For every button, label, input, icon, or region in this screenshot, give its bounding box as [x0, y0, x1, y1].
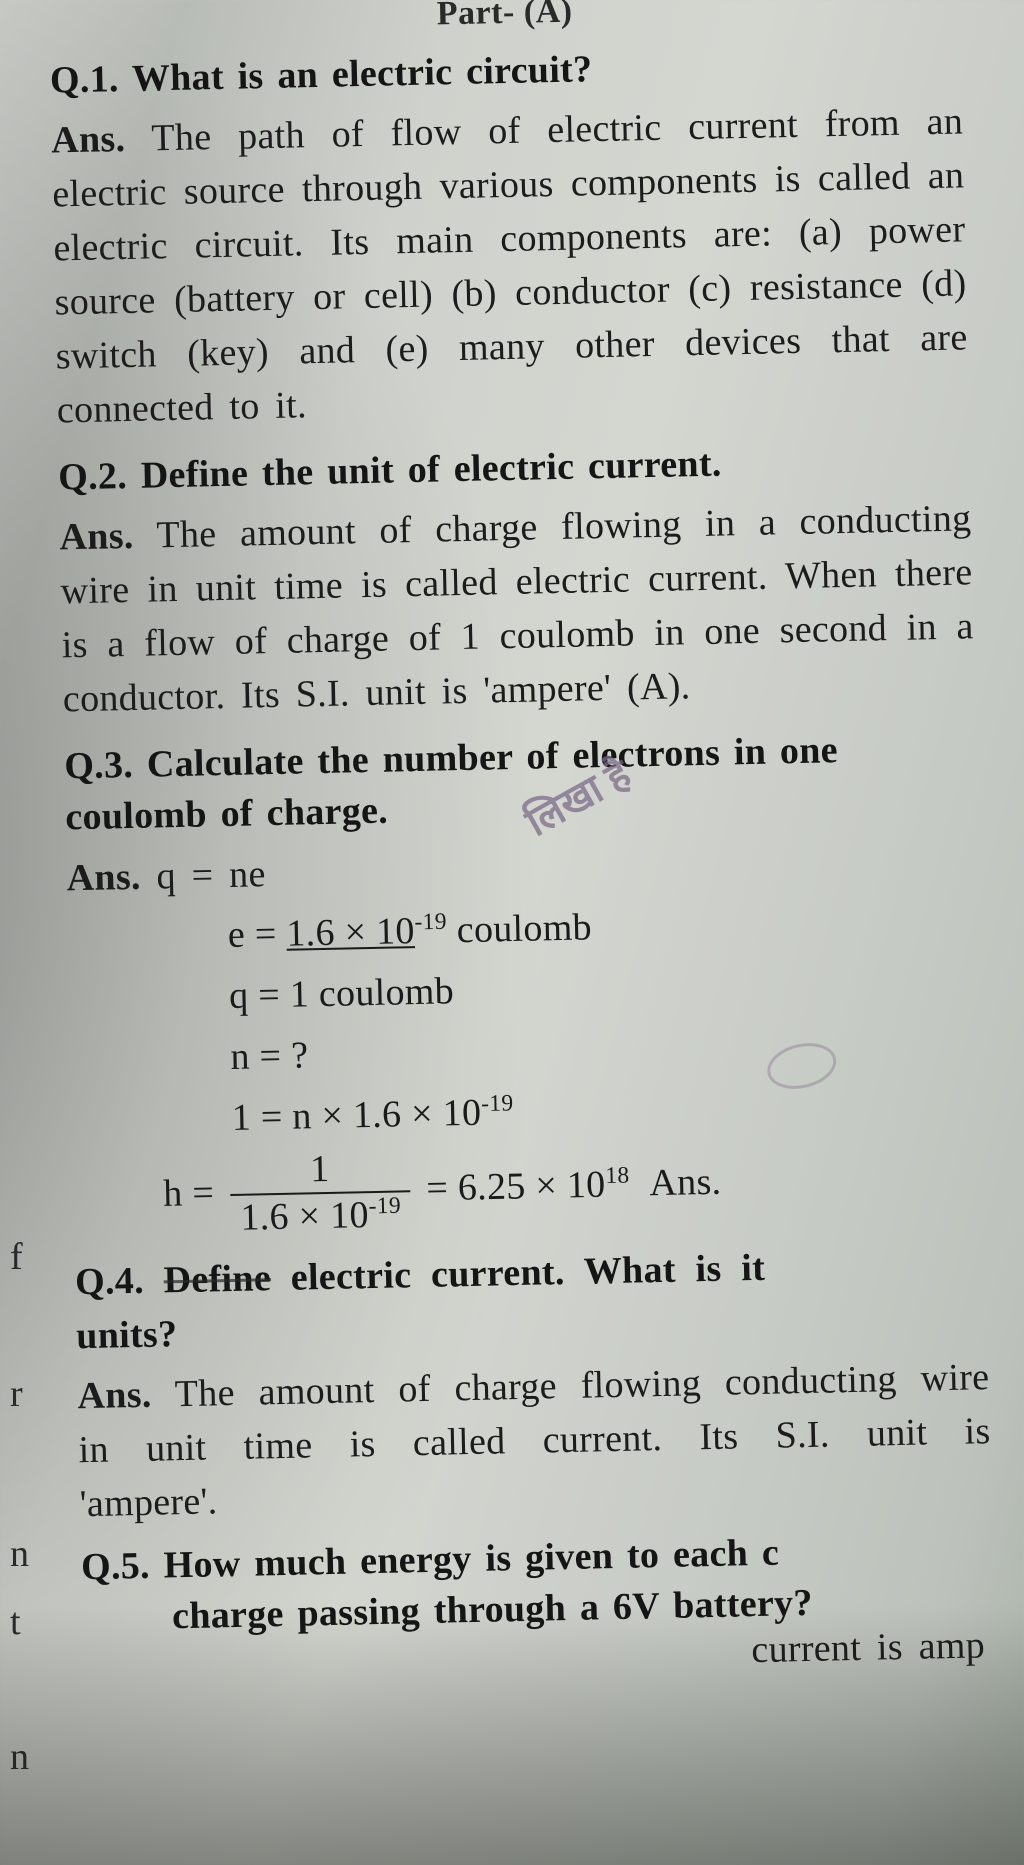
- q3-eq6-fraction: 1 1.6 × 10-19: [229, 1147, 411, 1240]
- q3-eq2: e = 1.6 × 10-19 coulomb: [227, 891, 980, 964]
- q3-eq5-pre: 1 = n × 1.6 × 10: [231, 1091, 481, 1138]
- q4-post: electric current. What is it: [271, 1247, 766, 1299]
- textbook-page: Part- (A) Q.1. What is an electric circu…: [0, 0, 1024, 1865]
- q4-ans-body: The amount of charge flowing conducting …: [78, 1356, 991, 1525]
- q3-eq6-ans: Ans.: [649, 1154, 722, 1212]
- q3-eq5: 1 = n × 1.6 × 10-19: [231, 1074, 984, 1147]
- q3-question: Q.3. Calculate the number of electrons i…: [64, 722, 978, 844]
- q3-eq6-eq: = 6.25 × 10: [426, 1163, 606, 1209]
- q3-eq2-pre: e =: [227, 912, 286, 955]
- margin-letter: n: [10, 1735, 29, 1779]
- q3-eq6-lhs: h =: [163, 1171, 225, 1214]
- q4-define: Define: [163, 1257, 271, 1301]
- q3-eq6: h = 1 1.6 × 10-19 = 6.25 × 1018 Ans.: [162, 1135, 986, 1242]
- q1-answer: Ans. The path of flow of electric curren…: [51, 96, 970, 439]
- q3-eq2-unit: coulomb: [447, 906, 593, 951]
- q4-answer: Ans. The amount of charge flowing conduc…: [77, 1351, 992, 1532]
- margin-letter: r: [10, 1372, 23, 1416]
- margin-letter: f: [10, 1235, 23, 1279]
- q3-eq2-exp: -19: [414, 908, 447, 935]
- q3-eq2-val: 1.6 × 10: [286, 910, 415, 955]
- q3-eq1: q = ne: [156, 853, 266, 897]
- q3-eq3: q = 1 coulomb: [229, 952, 982, 1025]
- q2-answer: Ans. The amount of charge flowing in a c…: [59, 493, 975, 728]
- q3-eq6-den: 1.6 × 10-19: [230, 1193, 412, 1241]
- margin-letter: t: [10, 1600, 21, 1644]
- q3-eq6-num: 1: [229, 1147, 411, 1197]
- q1-ans-label: Ans.: [51, 118, 126, 162]
- q3-equations: e = 1.6 × 10-19 coulomb q = 1 coulomb n …: [67, 891, 986, 1244]
- q3-eq6-res-exp: 18: [605, 1162, 630, 1189]
- q3-eq6-den-pre: 1.6 × 10: [240, 1195, 369, 1240]
- q3-eq6-den-exp: -19: [368, 1193, 401, 1220]
- q2-ans-body: The amount of charge flowing in a conduc…: [60, 498, 974, 721]
- margin-letter: n: [10, 1532, 29, 1576]
- q3-eq4: n = ?: [230, 1013, 983, 1086]
- q2-question: Q.2. Define the unit of electric current…: [58, 433, 971, 503]
- q1-ans-body: The path of flow of electric current fro…: [52, 101, 968, 432]
- q3-ans-label: Ans.: [66, 856, 141, 900]
- q4-ans-label: Ans.: [77, 1374, 152, 1418]
- q2-ans-label: Ans.: [59, 515, 134, 559]
- q4-pre: Q.4.: [75, 1260, 164, 1304]
- q1-question: Q.1. What is an electric circuit?: [49, 36, 962, 106]
- q3-eq5-exp: -19: [481, 1090, 514, 1117]
- part-label: Part- (A): [48, 0, 961, 42]
